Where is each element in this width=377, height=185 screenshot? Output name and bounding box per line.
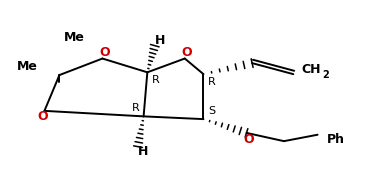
Text: R: R [152,75,159,85]
Text: 2: 2 [322,70,329,80]
Text: Ph: Ph [326,133,345,146]
Text: O: O [37,110,48,123]
Text: CH: CH [301,63,321,76]
Text: H: H [155,34,165,47]
Text: Me: Me [17,60,37,73]
Text: O: O [243,133,254,146]
Text: H: H [138,145,148,158]
Text: R: R [207,77,215,87]
Text: O: O [99,46,110,59]
Text: O: O [181,46,192,59]
Text: R: R [132,103,139,113]
Text: S: S [208,106,215,116]
Text: Me: Me [64,31,85,44]
